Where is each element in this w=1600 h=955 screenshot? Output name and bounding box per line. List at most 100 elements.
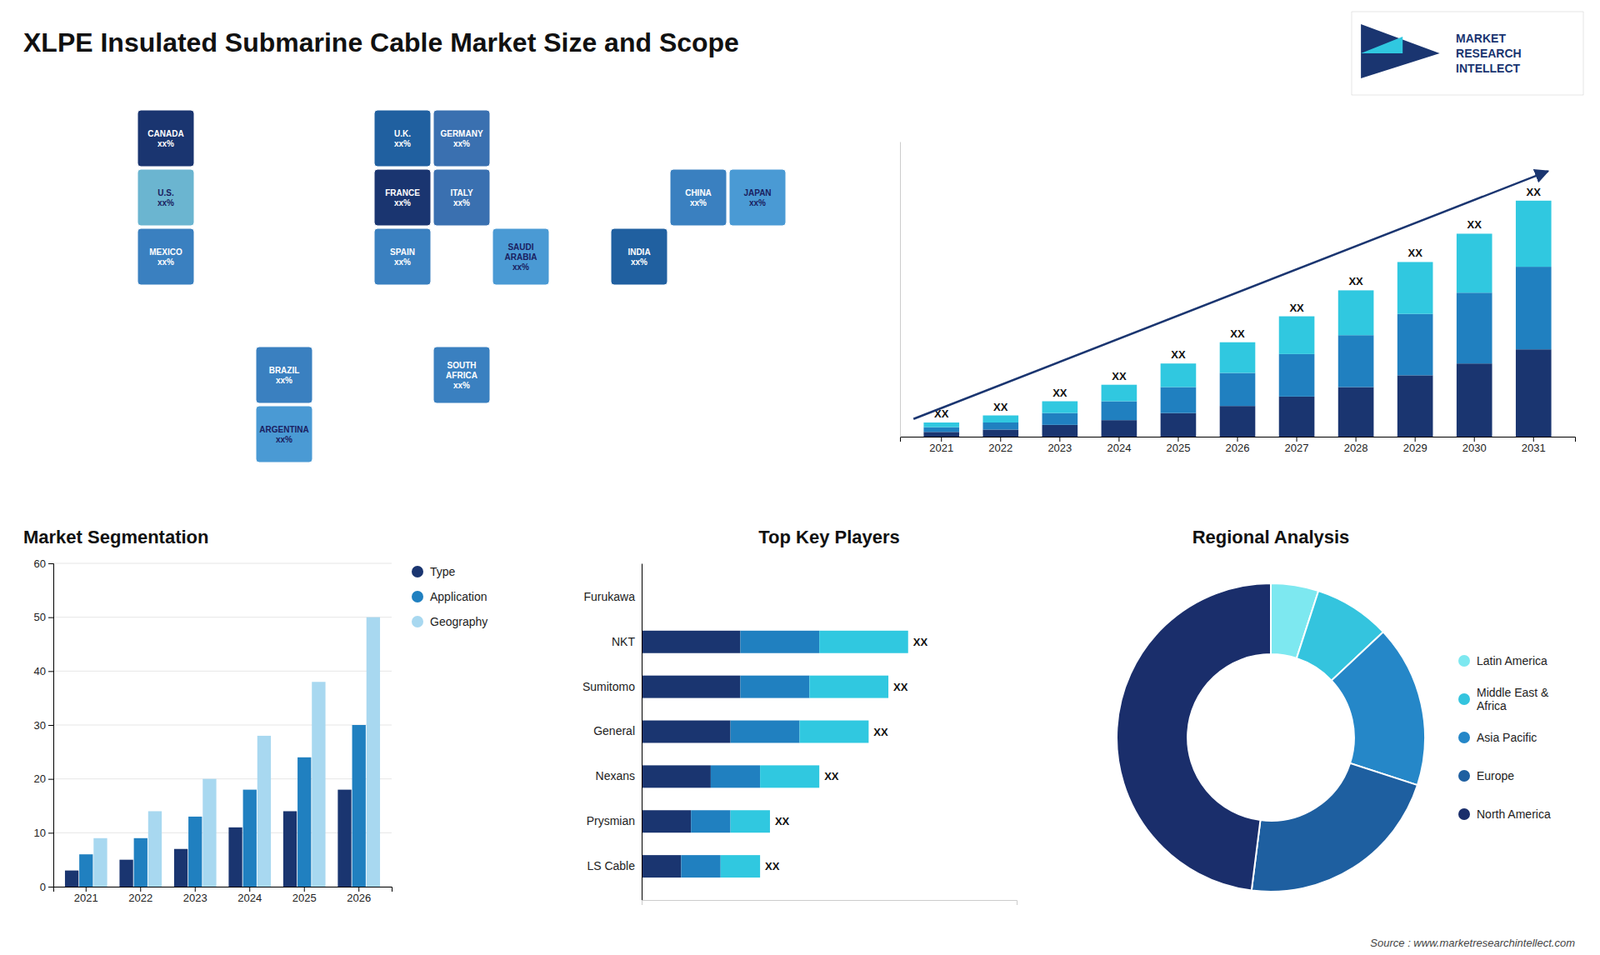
text-line: Latin America — [1476, 654, 1548, 668]
legend-label: Application — [430, 590, 488, 604]
y-axis-tick-label: Nexans — [595, 769, 635, 783]
map-tile — [255, 346, 313, 404]
x-axis-tick-mark — [1415, 436, 1416, 442]
x-axis-tick: 2026 — [1225, 436, 1250, 455]
x-axis-tick: 2026 — [346, 886, 371, 905]
y-axis-tick-mark — [48, 670, 54, 672]
bar — [1397, 314, 1434, 376]
bar — [148, 810, 162, 887]
text-line: ARGENTINA — [259, 425, 309, 435]
legend-item: Latin America — [1458, 654, 1548, 668]
x-axis-tick-label: 2026 — [346, 891, 371, 905]
bars — [923, 200, 1551, 437]
dashboard: XLPE Insulated Submarine Cable Market Si… — [0, 0, 1600, 955]
x-axis-tick: 2021 — [74, 886, 99, 905]
y-axis-tick-label: 20 — [34, 772, 46, 785]
x-axis-tick-mark — [1474, 436, 1475, 442]
bar — [982, 422, 1019, 430]
x-axis-tick-label: 2025 — [292, 891, 317, 905]
grid-line — [53, 670, 392, 672]
legend-label: Asia Pacific — [1476, 730, 1537, 745]
text-line: MEXICO — [149, 247, 183, 257]
y-axis-tick-label: 40 — [34, 665, 46, 678]
text-line: xx% — [157, 198, 175, 208]
bar — [1042, 401, 1079, 414]
legend-label: Type — [430, 565, 456, 579]
bars — [641, 630, 909, 878]
text-line: SAUDI — [507, 242, 534, 252]
bar — [352, 725, 366, 887]
x-axis-tick-mark — [1059, 436, 1060, 442]
y-axis-tick: 30 — [34, 719, 54, 732]
x-axis-tick-mark — [249, 886, 250, 892]
text-line: xx% — [157, 257, 175, 267]
y-axis-line — [48, 564, 55, 888]
y-axis-tick: General — [593, 724, 642, 738]
y-axis: 0102030405060 — [34, 557, 55, 894]
grid — [53, 563, 392, 887]
total-label: XX — [1289, 301, 1305, 315]
map-tile — [729, 169, 786, 226]
y-axis-tick-label: 50 — [34, 610, 46, 624]
x-axis: 202120222023202420252026 — [54, 886, 393, 905]
total-label: XX — [1526, 185, 1542, 199]
slice — [1331, 631, 1425, 785]
x-axis-line — [54, 887, 393, 893]
map-label: FRANCExx% — [385, 188, 420, 208]
x-axis-tick-label: 2022 — [988, 441, 1013, 455]
y-axis-tick-label: LS Cable — [586, 859, 635, 873]
bar — [690, 810, 730, 833]
bar — [79, 854, 93, 887]
y-axis-tick: 0 — [40, 880, 54, 894]
y-axis-tick: 10 — [34, 826, 54, 840]
x-axis-tick-mark — [940, 436, 942, 442]
map-tile — [255, 405, 313, 463]
bar — [65, 870, 79, 887]
total-label: XX — [824, 770, 840, 783]
text-line: xx% — [630, 257, 648, 267]
legend-swatch — [411, 590, 424, 603]
bar — [641, 855, 681, 878]
bar — [283, 810, 297, 887]
bar — [923, 431, 960, 437]
text-line: U.S. — [157, 188, 175, 198]
x-axis-tick-label: 2021 — [74, 891, 99, 905]
y-axis-tick-mark — [48, 886, 54, 888]
bar — [1220, 342, 1256, 374]
source: Source : www.marketresearchintellect.com — [1370, 936, 1575, 950]
total-label: XX — [993, 400, 1009, 414]
y-axis-tick-label: 10 — [34, 826, 46, 840]
x-axis-tick-mark — [1177, 436, 1179, 442]
bar — [982, 415, 1019, 423]
map-tile — [492, 228, 550, 285]
map-tile — [433, 346, 490, 404]
x-axis-tick: 2027 — [1285, 436, 1310, 455]
text-line: SPAIN — [390, 247, 415, 257]
bar — [730, 810, 770, 833]
legend-label: Middle East &Africa — [1476, 685, 1550, 713]
bar — [641, 630, 740, 654]
slices — [1116, 583, 1425, 892]
x-axis-tick-mark — [1237, 436, 1239, 442]
x-axis-tick-label: 2023 — [183, 891, 208, 905]
bar — [1338, 290, 1375, 335]
x-axis-tick: 2030 — [1462, 436, 1487, 455]
legend-item: Application — [411, 590, 488, 604]
x-axis-tick: 2022 — [988, 436, 1013, 455]
y-axis-tick: LS Cable — [586, 859, 642, 873]
map-label: ITALYxx% — [450, 188, 474, 208]
map-tile — [433, 110, 490, 167]
bar — [641, 720, 731, 744]
bar — [710, 765, 760, 788]
chart-title: Top Key Players — [758, 526, 900, 548]
x-axis-tick-mark — [1533, 436, 1535, 442]
text-line: BRAZIL — [269, 365, 300, 375]
x-axis-tick: 2029 — [1403, 436, 1428, 455]
legend-swatch — [1458, 770, 1470, 782]
y-axis-tick: NKT — [611, 635, 642, 649]
legend: Latin America Middle East &Africa Asia Pac… — [1458, 654, 1551, 821]
grid-line — [53, 616, 392, 618]
legend-label: North America — [1476, 807, 1551, 821]
slice — [1251, 763, 1418, 892]
slice — [1116, 583, 1271, 891]
